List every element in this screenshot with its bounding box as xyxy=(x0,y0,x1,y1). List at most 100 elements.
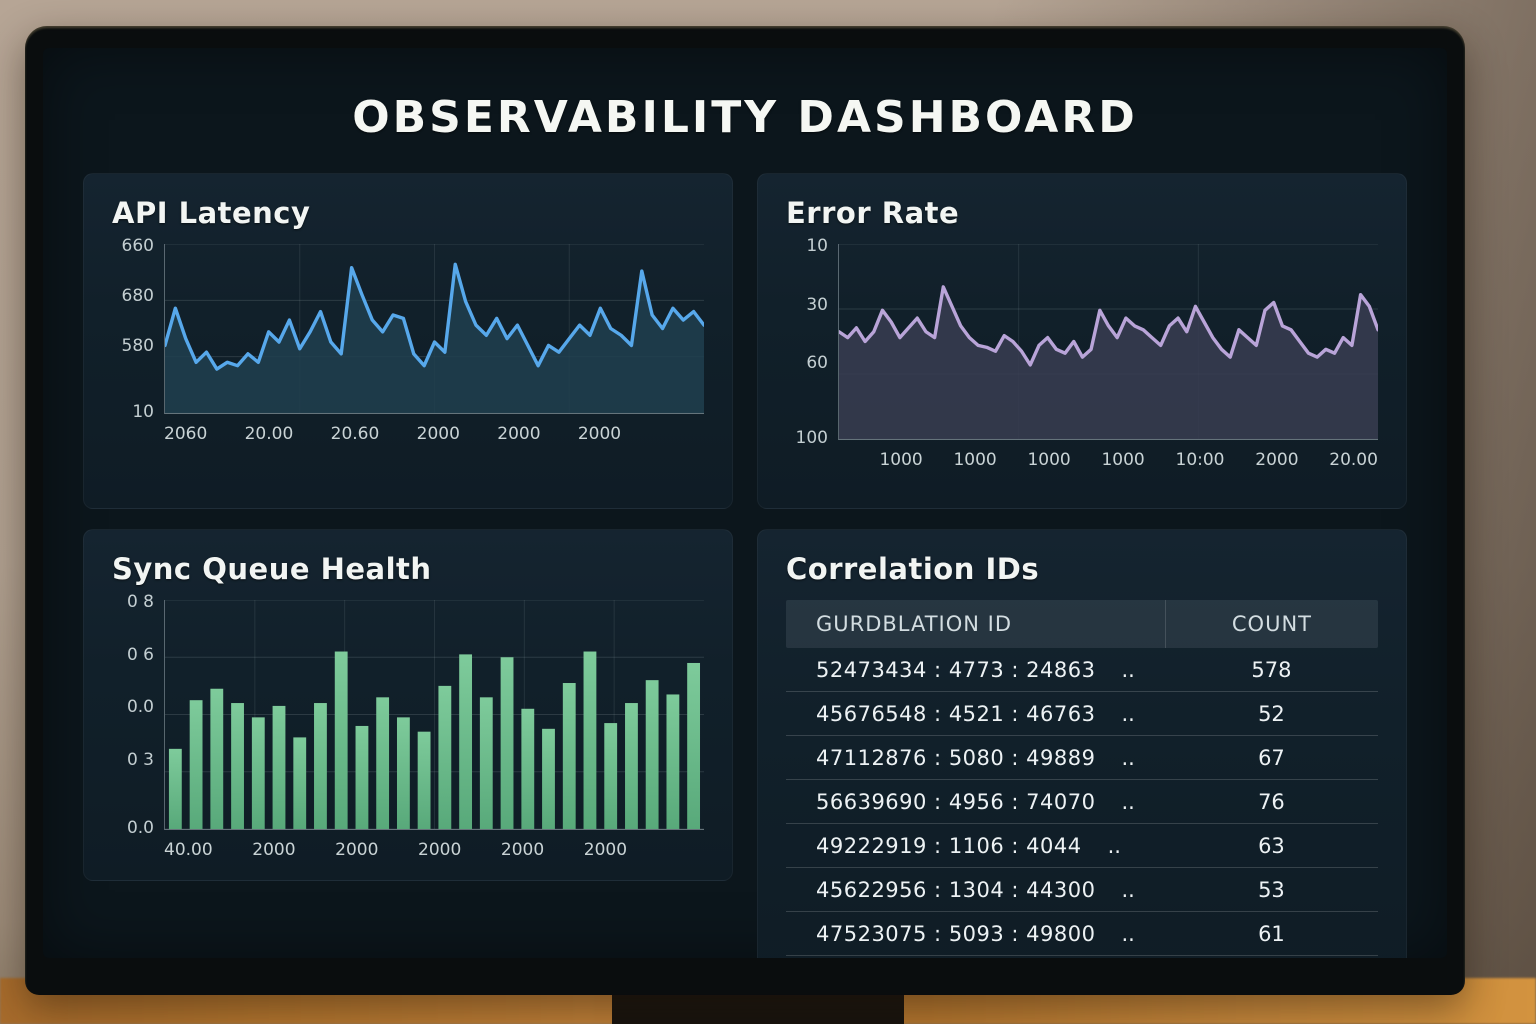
queue-bar xyxy=(168,748,182,829)
dashboard-screen: OBSERVABILITY DASHBOARD API Latency 660 6… xyxy=(43,48,1447,958)
correlation-id-ellipsis: .. xyxy=(1121,745,1135,770)
correlation-id-value: 49222919 : 1106 : 4044 xyxy=(816,833,1082,858)
axis-tick-label: 680 xyxy=(121,286,154,306)
monitor-stand xyxy=(612,990,904,1024)
axis-tick-label: 20.60 xyxy=(330,424,380,444)
sync-queue-plot-area xyxy=(164,600,704,830)
axis-tick-label: 0 6 xyxy=(126,644,154,665)
api-latency-x-axis: 2060 20.00 20.60 2000 2000 2000 xyxy=(164,424,704,444)
panel-api-latency: API Latency 660 680 580 10 2060 20.00 20.60 20… xyxy=(83,173,733,509)
correlation-id-cell: 56639690 : 4956 : 74070.. xyxy=(786,790,1165,814)
error-rate-x-axis: 1000 1000 1000 1000 10:00 2000 20.00 xyxy=(838,450,1378,470)
queue-bar xyxy=(479,697,493,829)
error-rate-line xyxy=(839,244,1378,439)
panel-api-latency-title: API Latency xyxy=(112,196,311,230)
axis-tick-label: 1000 xyxy=(953,450,997,470)
queue-bar xyxy=(189,700,203,829)
panel-sync-queue-health: Sync Queue Health 0 8 0 6 0.0 0 3 0.0 40.00 2… xyxy=(83,529,733,881)
correlation-id-value: 45676548 : 4521 : 46763 xyxy=(816,701,1096,726)
axis-tick-label: 2000 xyxy=(252,840,296,860)
table-row: 52473434 : 4773 : 24863.. 578 xyxy=(786,648,1378,692)
queue-bar xyxy=(396,717,410,829)
correlation-id-value: 47112876 : 5080 : 49889 xyxy=(816,745,1096,770)
count-value: 52 xyxy=(1258,701,1285,726)
queue-bar xyxy=(625,703,638,829)
api-latency-line xyxy=(165,244,704,413)
error-rate-plot-area xyxy=(838,244,1378,440)
correlation-id-value: 52473434 : 4773 : 24863 xyxy=(816,657,1096,682)
axis-tick-label: 2000 xyxy=(577,424,622,444)
queue-bar xyxy=(604,723,618,829)
page-title: OBSERVABILITY DASHBOARD xyxy=(352,92,1138,143)
axis-tick-label: 1000 xyxy=(1027,450,1071,470)
queue-bar xyxy=(314,703,327,829)
queue-bar xyxy=(666,694,680,829)
axis-tick-label: 1000 xyxy=(879,450,923,470)
axis-tick-label: 2000 xyxy=(416,424,460,444)
count-value: 61 xyxy=(1258,921,1285,946)
axis-tick-label: 10 xyxy=(806,236,828,256)
correlation-id-value: 45622956 : 1304 : 44300 xyxy=(816,877,1096,902)
axis-tick-label: 0.0 xyxy=(126,697,154,717)
axis-tick-label: 60 xyxy=(806,353,828,374)
correlation-id-ellipsis: .. xyxy=(1107,833,1121,858)
queue-bar xyxy=(687,662,701,829)
queue-bar xyxy=(521,708,535,829)
correlation-id-cell: 49222919 : 1106 : 4044.. xyxy=(786,834,1165,858)
queue-bar xyxy=(293,737,307,829)
axis-tick-label: 2000 xyxy=(418,840,462,860)
axis-tick-label: 2000 xyxy=(1255,450,1299,470)
correlation-table: GURDBLATION ID COUNT 52473434 : 4773 : 2… xyxy=(786,600,1378,956)
queue-bar xyxy=(542,728,555,829)
queue-bar xyxy=(438,685,452,829)
panel-sync-queue-health-title: Sync Queue Health xyxy=(112,552,432,586)
axis-tick-label: 1000 xyxy=(1101,450,1145,470)
table-row: 47112876 : 5080 : 49889.. 67 xyxy=(786,736,1378,780)
panel-correlation-ids: Correlation IDs GURDBLATION ID COUNT 524… xyxy=(757,529,1407,958)
queue-bar xyxy=(231,703,244,829)
queue-bar xyxy=(355,725,369,829)
correlation-id-ellipsis: .. xyxy=(1121,701,1135,726)
column-header-correlation-id: GURDBLATION ID xyxy=(816,612,1013,636)
count-value: 578 xyxy=(1251,657,1292,682)
queue-bar xyxy=(272,705,286,829)
axis-tick-label: 2000 xyxy=(500,840,545,860)
column-header-count: COUNT xyxy=(1164,600,1378,648)
correlation-id-ellipsis: .. xyxy=(1121,657,1135,682)
queue-bar xyxy=(583,651,597,829)
monitor-bezel: OBSERVABILITY DASHBOARD API Latency 660 6… xyxy=(25,26,1465,995)
axis-tick-label: 2000 xyxy=(583,840,628,860)
axis-tick-label: 30 xyxy=(806,294,828,315)
axis-tick-label: 2000 xyxy=(497,424,541,444)
correlation-table-header: GURDBLATION ID COUNT xyxy=(786,600,1378,648)
count-value: 76 xyxy=(1258,789,1285,814)
count-value: 53 xyxy=(1258,877,1285,902)
queue-bar xyxy=(334,651,348,829)
correlation-id-cell: 45622956 : 1304 : 44300.. xyxy=(786,878,1165,902)
count-value: 67 xyxy=(1258,745,1285,770)
api-latency-y-axis: 660 680 580 10 xyxy=(112,236,164,422)
axis-tick-label: 20.00 xyxy=(244,424,294,444)
correlation-table-body: 52473434 : 4773 : 24863.. 578 45676548 : 4… xyxy=(786,648,1378,956)
axis-tick-label: 2060 xyxy=(164,424,208,444)
correlation-id-cell: 52473434 : 4773 : 24863.. xyxy=(786,658,1165,682)
table-row: 56639690 : 4956 : 74070.. 76 xyxy=(786,780,1378,824)
correlation-id-ellipsis: .. xyxy=(1121,877,1135,902)
queue-bar xyxy=(417,731,431,829)
queue-bar xyxy=(376,697,390,829)
correlation-id-value: 56639690 : 4956 : 74070 xyxy=(816,789,1096,814)
correlation-id-ellipsis: .. xyxy=(1121,789,1135,814)
error-rate-y-axis: 10 30 60 100 xyxy=(786,236,838,448)
sync-queue-y-axis: 0 8 0 6 0.0 0 3 0.0 xyxy=(112,592,164,838)
queue-bar xyxy=(210,688,224,829)
axis-tick-label: 660 xyxy=(121,236,154,256)
axis-tick-label: 10 xyxy=(132,402,154,422)
panel-error-rate-title: Error Rate xyxy=(786,196,960,230)
axis-tick-label: 20.00 xyxy=(1329,450,1378,470)
sync-queue-x-axis: 40.00 2000 2000 2000 2000 2000 xyxy=(164,840,704,860)
table-row: 45676548 : 4521 : 46763.. 52 xyxy=(786,692,1378,736)
queue-bar xyxy=(645,680,659,829)
queue-bar xyxy=(459,654,473,829)
error-rate-chart: 10 30 60 100 xyxy=(786,236,1378,448)
queue-bar xyxy=(500,657,514,829)
